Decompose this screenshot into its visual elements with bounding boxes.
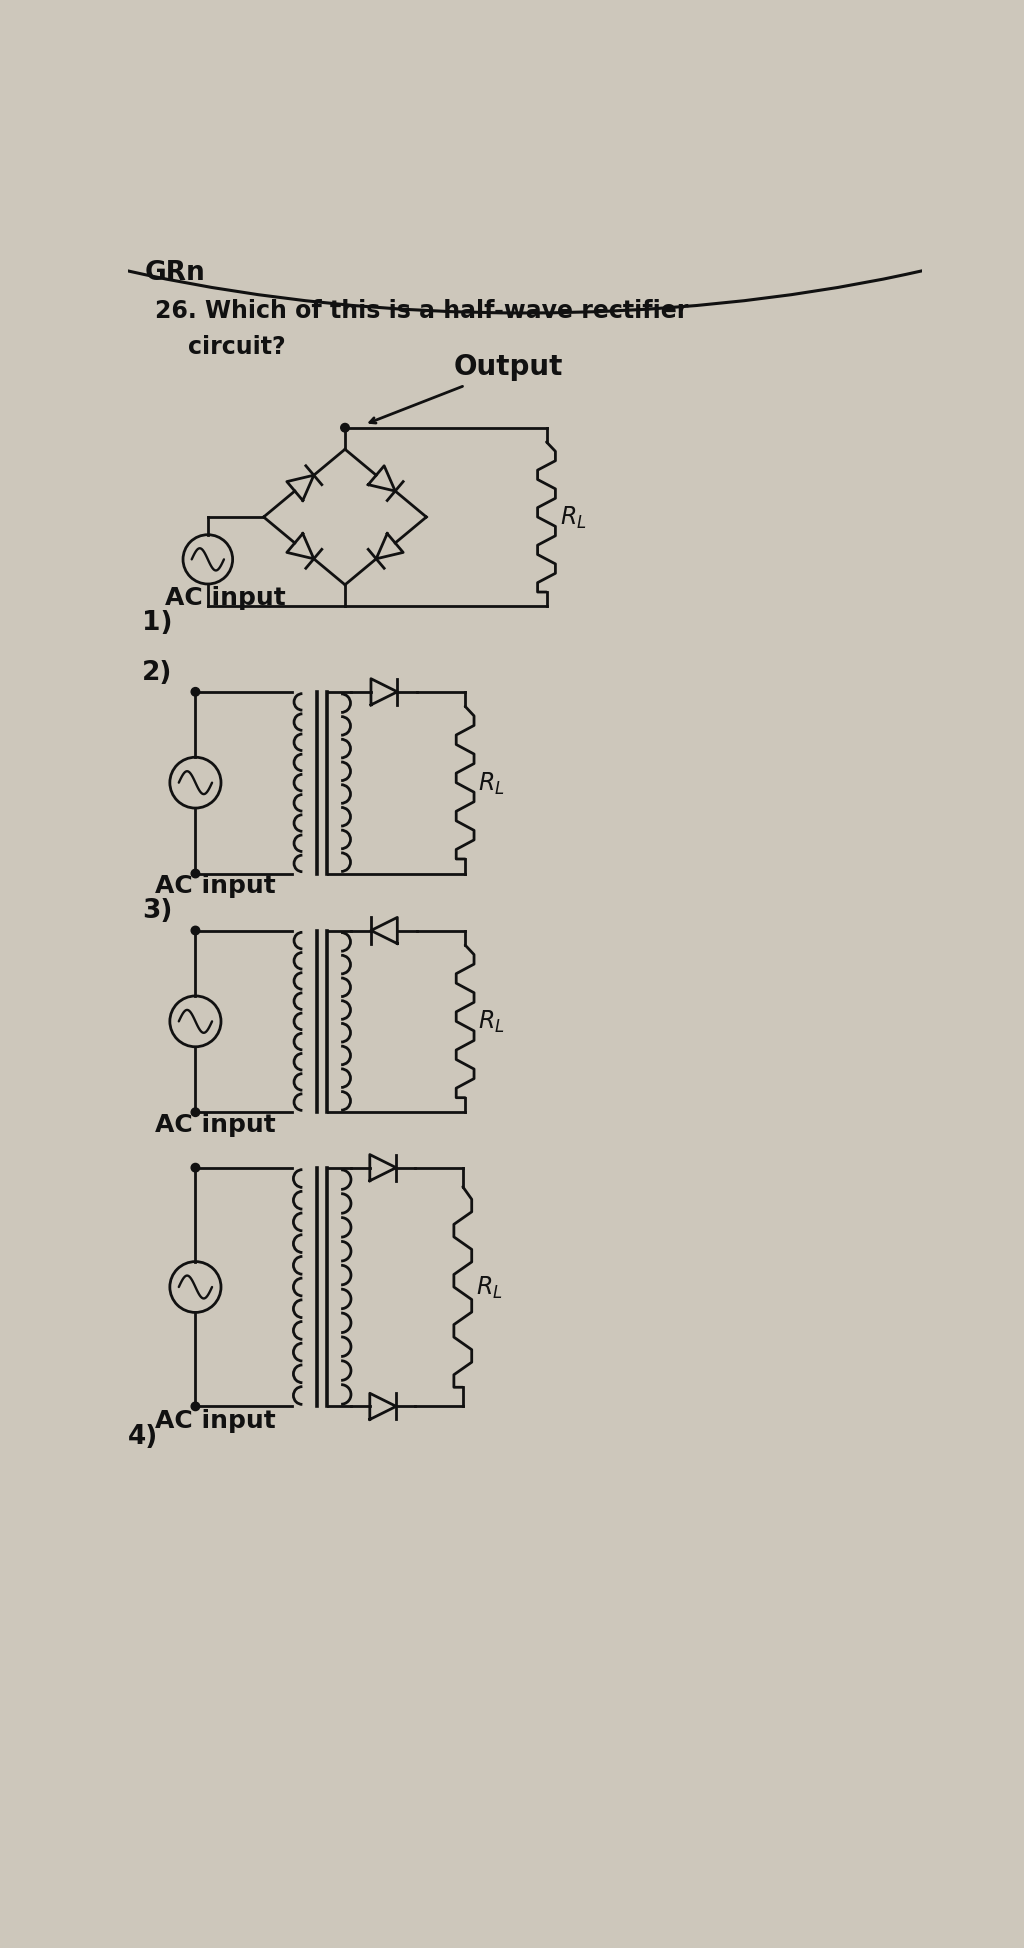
Circle shape <box>191 1108 200 1116</box>
Text: AC input: AC input <box>155 1408 275 1432</box>
Text: 4): 4) <box>128 1422 159 1449</box>
Circle shape <box>341 425 349 432</box>
Circle shape <box>191 1163 200 1173</box>
Text: $R_L$: $R_L$ <box>560 505 587 532</box>
Text: GRn: GRn <box>145 259 206 286</box>
Text: 1): 1) <box>142 610 172 635</box>
Text: AC input: AC input <box>155 873 275 898</box>
Text: AC input: AC input <box>155 1112 275 1136</box>
Text: $R_L$: $R_L$ <box>478 1009 505 1034</box>
Text: AC input: AC input <box>165 586 286 610</box>
Circle shape <box>191 927 200 935</box>
Text: 2): 2) <box>142 658 172 686</box>
Circle shape <box>191 871 200 879</box>
Text: 26. Which of this is a half-wave rectifier: 26. Which of this is a half-wave rectifi… <box>155 298 688 323</box>
Text: Output: Output <box>454 353 563 380</box>
Circle shape <box>191 1403 200 1410</box>
Text: circuit?: circuit? <box>155 335 286 358</box>
Text: 3): 3) <box>142 898 172 923</box>
Circle shape <box>191 688 200 697</box>
Text: $R_L$: $R_L$ <box>478 769 505 797</box>
Text: $R_L$: $R_L$ <box>476 1274 503 1301</box>
